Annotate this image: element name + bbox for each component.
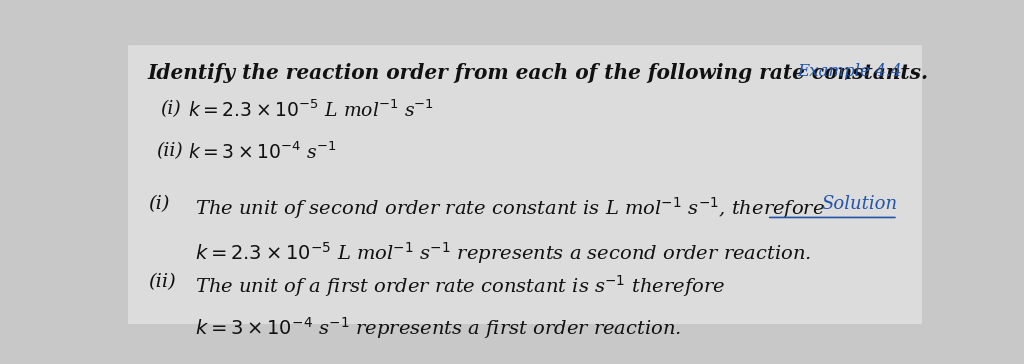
Text: The unit of a first order rate constant is s$^{-1}$ therefore: The unit of a first order rate constant … [196,273,726,300]
Text: $k = 2.3 \times 10^{-5}$ L mol$^{-1}$ s$^{-1}$ represents a second order reactio: $k = 2.3 \times 10^{-5}$ L mol$^{-1}$ s$… [196,240,812,266]
Text: $k = 2.3 \times 10^{-5}$ L mol$^{-1}$ s$^{-1}$: $k = 2.3 \times 10^{-5}$ L mol$^{-1}$ s$… [187,100,433,121]
Text: Solution: Solution [821,195,898,213]
Text: $k = 3 \times 10^{-4}$ s$^{-1}$: $k = 3 \times 10^{-4}$ s$^{-1}$ [187,142,336,163]
Text: Example 4.4: Example 4.4 [797,63,902,80]
Text: (ii): (ii) [156,142,182,160]
Text: (i): (i) [160,100,180,118]
Text: $k = 3 \times 10^{-4}$ s$^{-1}$ represents a first order reaction.: $k = 3 \times 10^{-4}$ s$^{-1}$ represen… [196,316,682,341]
Text: (ii): (ii) [147,273,175,292]
Text: The unit of second order rate constant is L mol$^{-1}$ s$^{-1}$, therefore: The unit of second order rate constant i… [196,195,825,221]
Text: (i): (i) [147,195,169,213]
Text: Identify the reaction order from each of the following rate constants.: Identify the reaction order from each of… [147,63,929,83]
FancyBboxPatch shape [120,45,930,325]
